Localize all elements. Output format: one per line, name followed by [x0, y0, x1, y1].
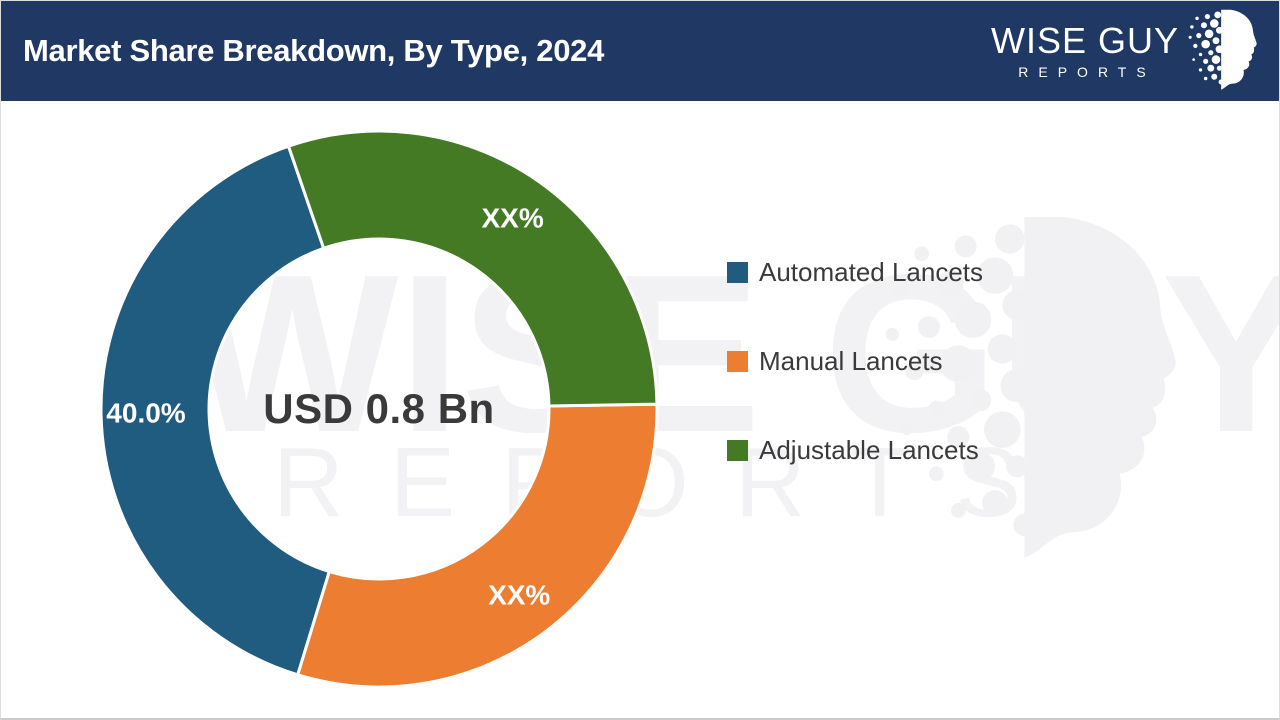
chart-center-value: USD 0.8 Bn — [263, 385, 495, 432]
donut-segment-automated-lancets — [99, 144, 332, 677]
wise-guy-face-icon — [1188, 9, 1257, 90]
slice-label: XX% — [481, 203, 543, 234]
legend: Automated Lancets Manual Lancets Adjusta… — [727, 257, 983, 524]
legend-item-automated-lancets: Automated Lancets — [727, 257, 983, 287]
legend-label: Automated Lancets — [759, 257, 984, 287]
slice-label: 40.0% — [106, 398, 185, 429]
logo-text: WISE GUY REPORTS — [990, 19, 1179, 80]
slice-label: XX% — [488, 580, 550, 611]
donut-segment-manual-lancets — [295, 402, 659, 689]
legend-label: Adjustable Lancets — [759, 435, 979, 465]
logo-wordmark: WISE GUY — [990, 19, 1179, 61]
legend-item-manual-lancets: Manual Lancets — [727, 346, 983, 376]
brand-logo: WISE GUY REPORTS — [991, 8, 1261, 94]
donut-chart: 40.0% XX% XX% — [99, 129, 659, 689]
donut-segment-adjustable-lancets — [286, 129, 659, 408]
logo-subtext: REPORTS — [1018, 63, 1156, 80]
legend-item-adjustable-lancets: Adjustable Lancets — [727, 435, 983, 465]
header: Market Share Breakdown, By Type, 2024 WI… — [1, 1, 1279, 101]
legend-swatch-adjustable-lancets — [727, 439, 748, 461]
legend-swatch-automated-lancets — [727, 261, 748, 283]
page-title: Market Share Breakdown, By Type, 2024 — [23, 33, 605, 68]
legend-label: Manual Lancets — [759, 346, 943, 376]
legend-swatch-manual-lancets — [727, 350, 748, 372]
